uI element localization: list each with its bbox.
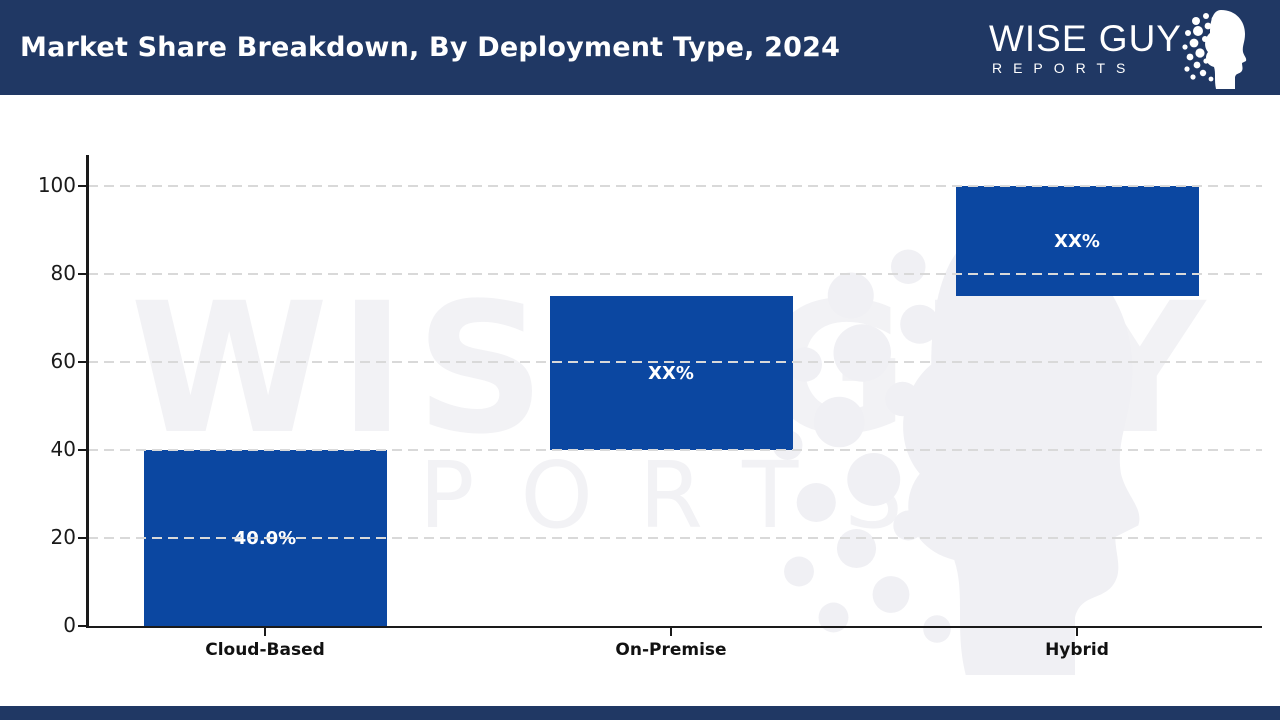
x-tick-mark	[1076, 628, 1078, 636]
y-tick-mark	[78, 273, 86, 275]
gridline	[88, 537, 1262, 539]
gridline	[88, 185, 1262, 187]
x-tick-mark	[670, 628, 672, 636]
watermark-face-icon	[772, 232, 1140, 675]
logo-subtext: REPORTS	[991, 59, 1137, 76]
chart-title: Market Share Breakdown, By Deployment Ty…	[20, 32, 841, 63]
y-tick-label: 100	[37, 173, 76, 197]
y-tick-mark	[78, 625, 86, 627]
header-band: Market Share Breakdown, By Deployment Ty…	[0, 0, 1280, 95]
x-tick-mark	[264, 628, 266, 636]
y-tick-mark	[78, 361, 86, 363]
x-category-label: Hybrid	[1045, 640, 1109, 660]
y-tick-label: 60	[50, 349, 76, 373]
logo-wordmark: WISE GUY	[988, 17, 1182, 59]
wiseguy-logo-text: WISE GUY REPORTS	[989, 20, 1182, 76]
bar-value-label: XX%	[1054, 230, 1100, 252]
x-category-label: Cloud-Based	[205, 640, 325, 660]
bar-on-premise: XX%	[549, 296, 793, 450]
wiseguy-face-icon	[1182, 9, 1247, 89]
y-tick-label: 20	[50, 525, 76, 549]
y-tick-label: 40	[50, 437, 76, 461]
x-category-label: On-Premise	[615, 640, 727, 660]
footer-band	[0, 706, 1280, 720]
bar-value-label: XX%	[648, 362, 694, 384]
y-tick-mark	[78, 185, 86, 187]
gridline	[88, 361, 1262, 363]
gridline	[88, 273, 1262, 275]
bar-hybrid: XX%	[955, 186, 1199, 296]
x-axis-line	[86, 625, 1262, 628]
y-tick-label: 80	[50, 261, 76, 285]
y-axis-line	[86, 155, 89, 628]
wiseguy-logo: WISE GUY REPORTS	[989, 7, 1252, 89]
y-tick-label: 0	[63, 613, 76, 637]
gridline	[88, 449, 1262, 451]
y-tick-mark	[78, 537, 86, 539]
y-tick-mark	[78, 449, 86, 451]
